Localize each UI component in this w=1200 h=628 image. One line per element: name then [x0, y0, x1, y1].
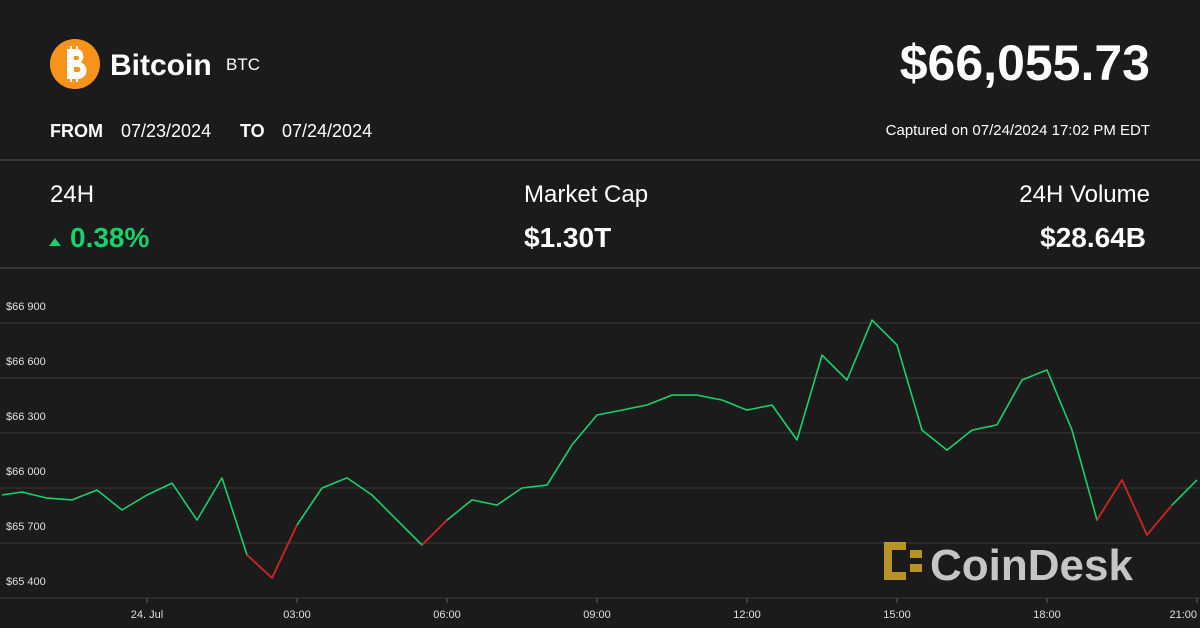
- plot: $65 400 $65 700 $66 000 $66 300 $66 600 $66 9…: [0, 301, 1200, 621]
- stat-value: 0.38%: [70, 222, 149, 253]
- coindesk-text: CoinDesk: [930, 541, 1133, 590]
- x-tick-label: 06:00: [433, 609, 461, 621]
- y-tick-label: $65 700: [6, 521, 46, 533]
- from-label: FROM: [50, 121, 103, 141]
- bitcoin-glyph: [67, 46, 87, 82]
- x-tick-label: 15:00: [883, 609, 911, 621]
- y-tick-label: $66 900: [6, 301, 46, 313]
- x-tick-label: 09:00: [583, 609, 611, 621]
- stat-value: $28.64B: [1040, 222, 1146, 253]
- to-label: TO: [240, 121, 265, 141]
- price-line: [1, 319, 1198, 579]
- stat-value: $1.30T: [524, 222, 611, 253]
- captured: Captured on 07/24/2024 17:02 PM EDT: [886, 122, 1150, 139]
- stat-label: 24H: [50, 181, 94, 208]
- coindesk-watermark: CoinDesk: [884, 541, 1133, 590]
- x-tick-label: 12:00: [733, 609, 761, 621]
- x-tick-label: 03:00: [283, 609, 311, 621]
- y-tick-label: $66 300: [6, 411, 46, 423]
- coin-symbol: BTC: [226, 55, 260, 74]
- coin-name: Bitcoin: [110, 49, 212, 82]
- up-arrow: [49, 238, 61, 246]
- x-tick-label: 21:00: [1169, 609, 1197, 621]
- stat-label: 24H Volume: [1019, 181, 1150, 208]
- y-tick-label: $65 400: [6, 576, 46, 588]
- y-tick-label: $66 600: [6, 356, 46, 368]
- to-date: 07/24/2024: [282, 121, 372, 141]
- coindesk-icon: [884, 542, 922, 580]
- from-date: 07/23/2024: [121, 121, 211, 141]
- stat-label: Market Cap: [524, 181, 648, 208]
- x-tick-label: 24. Jul: [131, 609, 163, 621]
- price-line: [246, 479, 1173, 579]
- y-tick-label: $66 000: [6, 466, 46, 478]
- x-tick-label: 18:00: [1033, 609, 1061, 621]
- price: $66,055.73: [900, 35, 1150, 91]
